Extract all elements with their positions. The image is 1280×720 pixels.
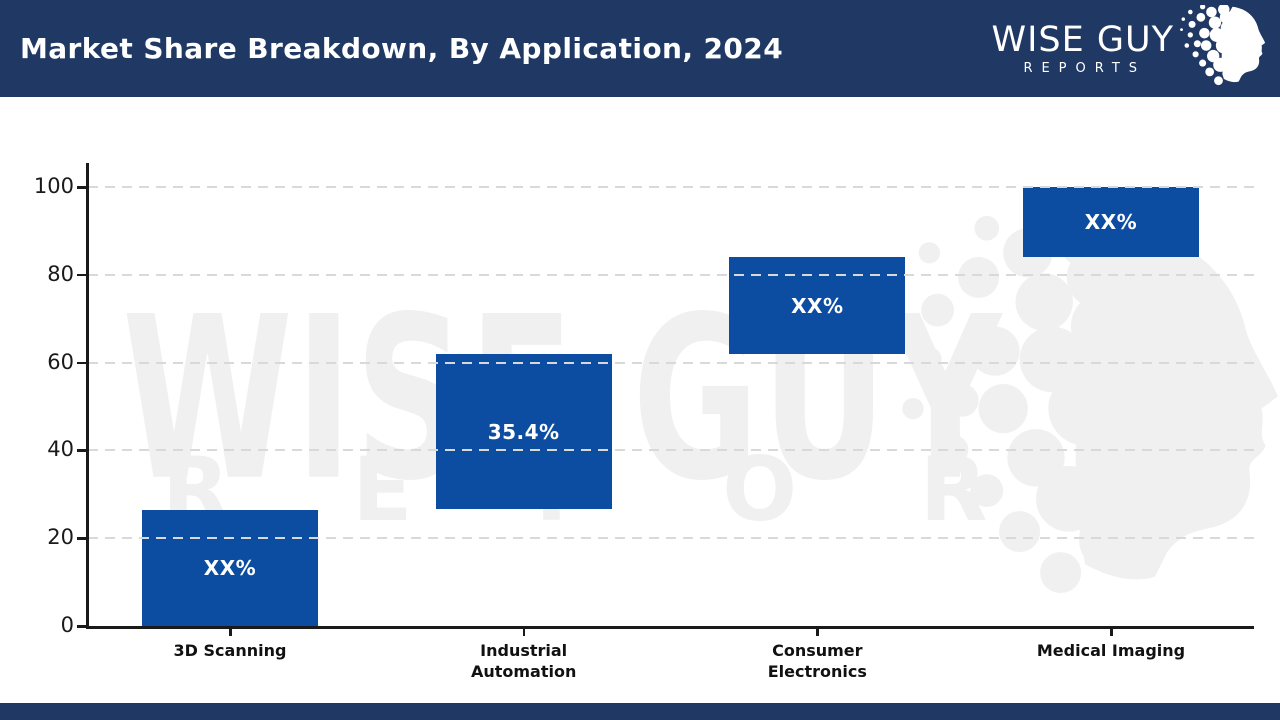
bar-3d-scanning: XX% <box>142 509 318 626</box>
logo-reports-label: REPORTS <box>1023 60 1147 76</box>
bar-value-label: XX% <box>1084 210 1138 235</box>
y-tick-label: 20 <box>47 525 74 550</box>
x-axis-label: Industrial Automation <box>470 641 577 681</box>
bar-value-label: 35.4% <box>487 419 560 444</box>
y-tick-mark <box>77 273 88 277</box>
x-axis-label: 3D Scanning <box>173 641 287 660</box>
gridline-y-20 <box>88 537 1254 540</box>
y-tick-mark <box>77 449 88 452</box>
x-tick-mark <box>1110 629 1113 636</box>
logo-wordmark-block: WISE GUY REPORTS <box>991 19 1174 76</box>
y-tick-label: 60 <box>47 349 74 374</box>
x-axis-label: Consumer Electronics <box>767 641 867 681</box>
gridline-y-60 <box>88 361 1254 364</box>
logo-head-icon <box>1180 4 1266 85</box>
header-bar: Market Share Breakdown, By Application, … <box>0 0 1280 97</box>
footer-bar <box>0 703 1280 720</box>
gridline-y-40 <box>88 449 1254 452</box>
y-tick-mark <box>77 537 88 540</box>
x-tick-mark <box>816 629 819 636</box>
wise-guy-logo: WISE GUY REPORTS <box>991 4 1266 93</box>
bar-consumer-electronics: XX% <box>729 257 906 354</box>
x-tick-mark <box>522 629 526 636</box>
bar-medical-imaging: XX% <box>1023 187 1199 258</box>
x-axis-line <box>86 626 1254 629</box>
y-tick-label: 80 <box>47 261 74 286</box>
x-tick-mark <box>229 629 232 636</box>
bar-industrial-automation: 35.4% <box>435 353 612 510</box>
bar-value-label: XX% <box>203 555 257 580</box>
y-tick-mark <box>77 186 88 189</box>
y-tick-label: 40 <box>47 437 74 462</box>
x-axis-label: Medical Imaging <box>1036 641 1186 660</box>
y-tick-label: 0 <box>60 613 74 637</box>
y-tick-label: 100 <box>33 174 74 198</box>
gridline-y-100 <box>88 186 1254 188</box>
y-tick-mark <box>77 625 88 628</box>
logo-wordmark: WISE GUY <box>991 19 1174 60</box>
gridline-y-80 <box>88 273 1254 276</box>
page-title: Market Share Breakdown, By Application, … <box>20 32 784 65</box>
y-tick-mark <box>77 361 88 365</box>
y-axis-line <box>86 163 89 629</box>
bar-value-label: XX% <box>791 293 844 318</box>
